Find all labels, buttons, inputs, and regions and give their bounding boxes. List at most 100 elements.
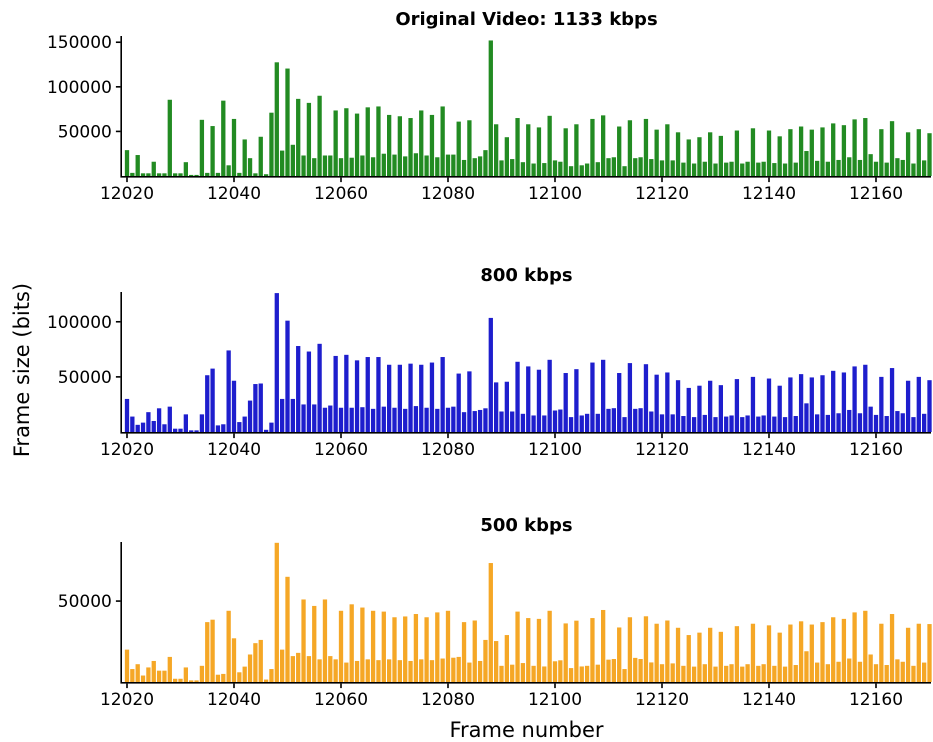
bar	[376, 106, 381, 176]
bar	[130, 172, 135, 176]
bar	[151, 660, 156, 682]
bar	[590, 618, 595, 682]
bar	[847, 409, 852, 432]
bar	[338, 610, 344, 682]
x-tick-label: 12060	[314, 184, 368, 204]
bar	[173, 428, 178, 432]
bar	[526, 124, 531, 176]
bar	[681, 416, 686, 432]
y-tick-label: 50000	[58, 122, 112, 142]
bar	[584, 163, 590, 176]
bar	[665, 372, 670, 432]
bar	[365, 659, 370, 682]
bar	[205, 622, 210, 682]
bar	[183, 414, 188, 432]
bar	[697, 632, 702, 682]
bar	[905, 132, 911, 176]
bar	[397, 660, 402, 682]
bar	[606, 408, 611, 432]
bar	[510, 411, 515, 432]
bar	[510, 159, 515, 176]
bar	[633, 158, 638, 176]
bar	[654, 129, 659, 176]
bar	[627, 120, 633, 176]
bar	[697, 385, 702, 432]
bar	[927, 380, 932, 432]
bar	[558, 660, 563, 682]
bar	[199, 414, 205, 432]
bar	[927, 624, 932, 682]
bar	[740, 666, 745, 682]
bar	[178, 678, 183, 682]
bar	[900, 413, 905, 432]
bar	[740, 417, 745, 432]
bar	[911, 163, 916, 176]
bar	[365, 357, 370, 432]
bar	[226, 610, 231, 682]
x-tick-mark	[768, 683, 770, 689]
bar	[873, 161, 879, 176]
bar	[547, 359, 552, 432]
bar	[622, 417, 627, 432]
bar	[483, 150, 488, 176]
x-axis-label: Frame number	[449, 718, 604, 742]
bar	[761, 415, 766, 432]
bar	[531, 665, 536, 682]
x-tick-mark	[768, 177, 770, 183]
bar	[413, 614, 419, 682]
bar	[649, 411, 654, 432]
bar	[809, 377, 814, 432]
bar	[889, 368, 895, 432]
bar	[825, 414, 830, 432]
bar	[665, 620, 670, 682]
bar	[595, 162, 600, 176]
bar	[290, 398, 295, 432]
bar	[435, 408, 440, 432]
bar	[504, 635, 509, 682]
bar	[210, 619, 215, 682]
bar	[231, 118, 237, 176]
bar	[884, 162, 889, 176]
bar	[354, 660, 360, 682]
bar	[215, 425, 221, 432]
bar	[590, 362, 595, 432]
bar	[472, 158, 477, 176]
bar	[761, 161, 766, 176]
bar	[210, 126, 215, 176]
bar	[836, 661, 841, 682]
chart-title-500kbps: 500 kbps	[480, 515, 573, 536]
bar	[328, 405, 333, 432]
bar	[820, 622, 825, 682]
bar	[445, 610, 451, 682]
bar	[477, 660, 483, 682]
bar	[617, 373, 622, 432]
y-axis-label: Frame size (bits)	[10, 282, 34, 458]
x-tick-label: 12020	[100, 690, 154, 710]
bar	[467, 120, 472, 176]
bar	[536, 127, 542, 176]
bar	[782, 666, 788, 682]
bar	[659, 414, 665, 432]
x-tick-label: 12020	[100, 440, 154, 460]
bar	[167, 656, 172, 682]
bar	[397, 116, 402, 176]
bar	[242, 139, 247, 176]
bar	[349, 157, 354, 176]
bar	[130, 669, 135, 682]
bar	[815, 414, 820, 432]
bar	[296, 652, 301, 682]
bar	[734, 379, 740, 432]
bar	[237, 422, 242, 432]
bar	[221, 424, 226, 432]
bar	[221, 673, 226, 682]
bottom-spine	[120, 432, 931, 434]
bar	[697, 137, 702, 176]
bar	[606, 659, 611, 682]
bar	[296, 346, 301, 432]
bar	[194, 430, 199, 432]
y-tick-label: 100000	[47, 78, 112, 98]
bar	[392, 617, 397, 682]
bar	[242, 416, 247, 432]
bar	[413, 406, 419, 432]
bar	[178, 428, 183, 432]
